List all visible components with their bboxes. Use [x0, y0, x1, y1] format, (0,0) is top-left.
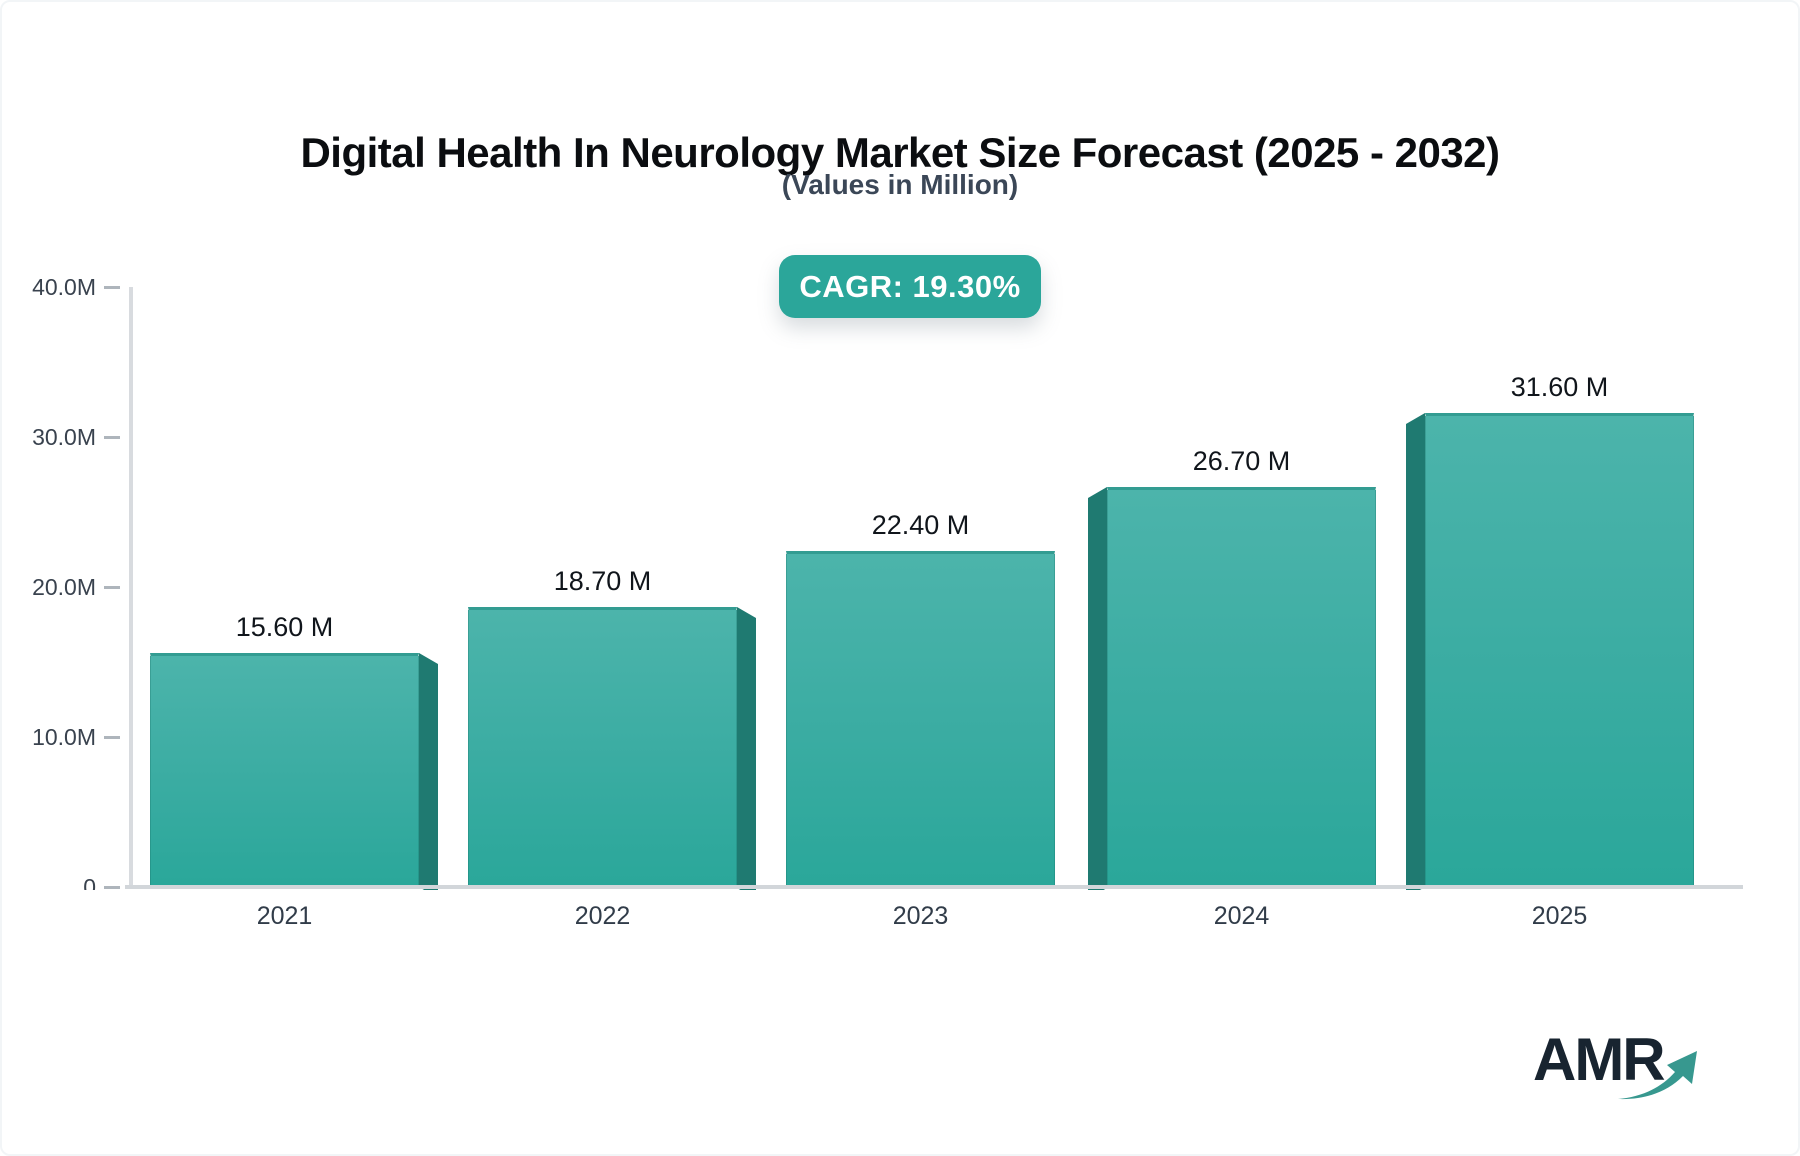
- cagr-badge: CAGR: 19.30%: [779, 255, 1041, 318]
- y-tick-label: 20.0M: [32, 574, 96, 600]
- bar-side-3d-2022: [737, 606, 756, 890]
- bar-2024: [1107, 486, 1376, 887]
- amr-logo-text: AMR: [1533, 1026, 1666, 1093]
- x-axis-label-2025: 2025: [1531, 902, 1588, 930]
- bar-value-label-2022: 18.70 M: [553, 565, 652, 596]
- bar-2021: [150, 653, 419, 887]
- y-tick-mark: [104, 736, 120, 739]
- x-axis-label-2023: 2023: [892, 902, 949, 930]
- amr-logo: AMR: [1533, 1028, 1733, 1114]
- chart-title: Digital Health In Neurology Market Size …: [300, 129, 1500, 177]
- bar-side-3d-2024: [1088, 486, 1107, 890]
- y-tick-mark: [104, 886, 120, 889]
- bar-2023: [786, 551, 1055, 887]
- y-tick-label: 0: [83, 874, 96, 890]
- y-tick-label: 10.0M: [32, 724, 96, 750]
- x-axis-label-2022: 2022: [574, 902, 631, 930]
- plot-area: 40.0M 30.0M 20.0M 10.0M 0 15.60 M 18.70 M 22.40…: [32, 274, 1743, 890]
- y-tick-mark: [104, 586, 120, 589]
- chart-subtitle: (Values in Million): [781, 169, 1019, 200]
- x-axis-baseline: [125, 885, 1743, 889]
- bar-2025: [1425, 413, 1694, 887]
- bar-2022: [468, 606, 737, 887]
- x-axis-label-2024: 2024: [1213, 902, 1270, 930]
- y-tick-label: 40.0M: [32, 274, 96, 300]
- y-tick-mark: [104, 286, 120, 289]
- bar-value-label-2023: 22.40 M: [871, 510, 970, 540]
- bar-value-label-2024: 26.70 M: [1192, 445, 1291, 476]
- y-tick-label: 30.0M: [32, 424, 96, 450]
- x-axis-label-2021: 2021: [256, 902, 313, 930]
- cagr-badge-label: CAGR: 19.30%: [799, 268, 1021, 304]
- y-tick-mark: [104, 436, 120, 439]
- bar-side-3d-2025: [1406, 413, 1425, 890]
- y-axis-line: [129, 287, 133, 888]
- bar-value-label-2025: 31.60 M: [1510, 372, 1609, 402]
- trend-arrow-icon: [1618, 1051, 1697, 1100]
- bar-value-label-2021: 15.60 M: [235, 612, 334, 642]
- bar-side-3d-2021: [419, 653, 438, 890]
